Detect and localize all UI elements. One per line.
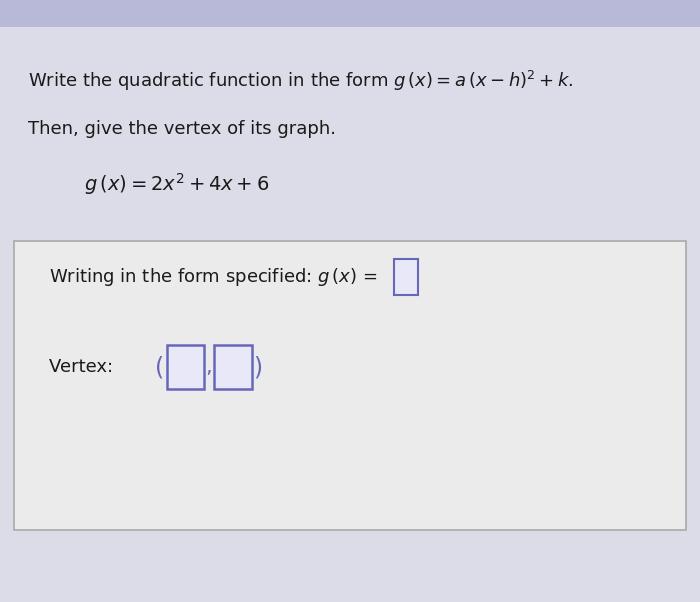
Text: Then, give the vertex of its graph.: Then, give the vertex of its graph. (28, 120, 336, 138)
Text: (: ( (155, 355, 164, 379)
Text: Writing in the form specified: $g\,(x)$ =: Writing in the form specified: $g\,(x)$ … (49, 266, 377, 288)
FancyBboxPatch shape (214, 345, 252, 389)
FancyBboxPatch shape (14, 241, 686, 530)
FancyBboxPatch shape (167, 345, 204, 389)
Text: ): ) (253, 355, 262, 379)
FancyBboxPatch shape (0, 0, 700, 27)
Text: Vertex:: Vertex: (49, 358, 119, 376)
Text: $g\,(x)=2x^{2}+4x+6$: $g\,(x)=2x^{2}+4x+6$ (84, 170, 270, 197)
FancyBboxPatch shape (394, 259, 418, 295)
Text: ,: , (206, 357, 212, 377)
Text: Write the quadratic function in the form $g\,(x)=a\,(x-h)^{2}+k.$: Write the quadratic function in the form… (28, 69, 573, 93)
